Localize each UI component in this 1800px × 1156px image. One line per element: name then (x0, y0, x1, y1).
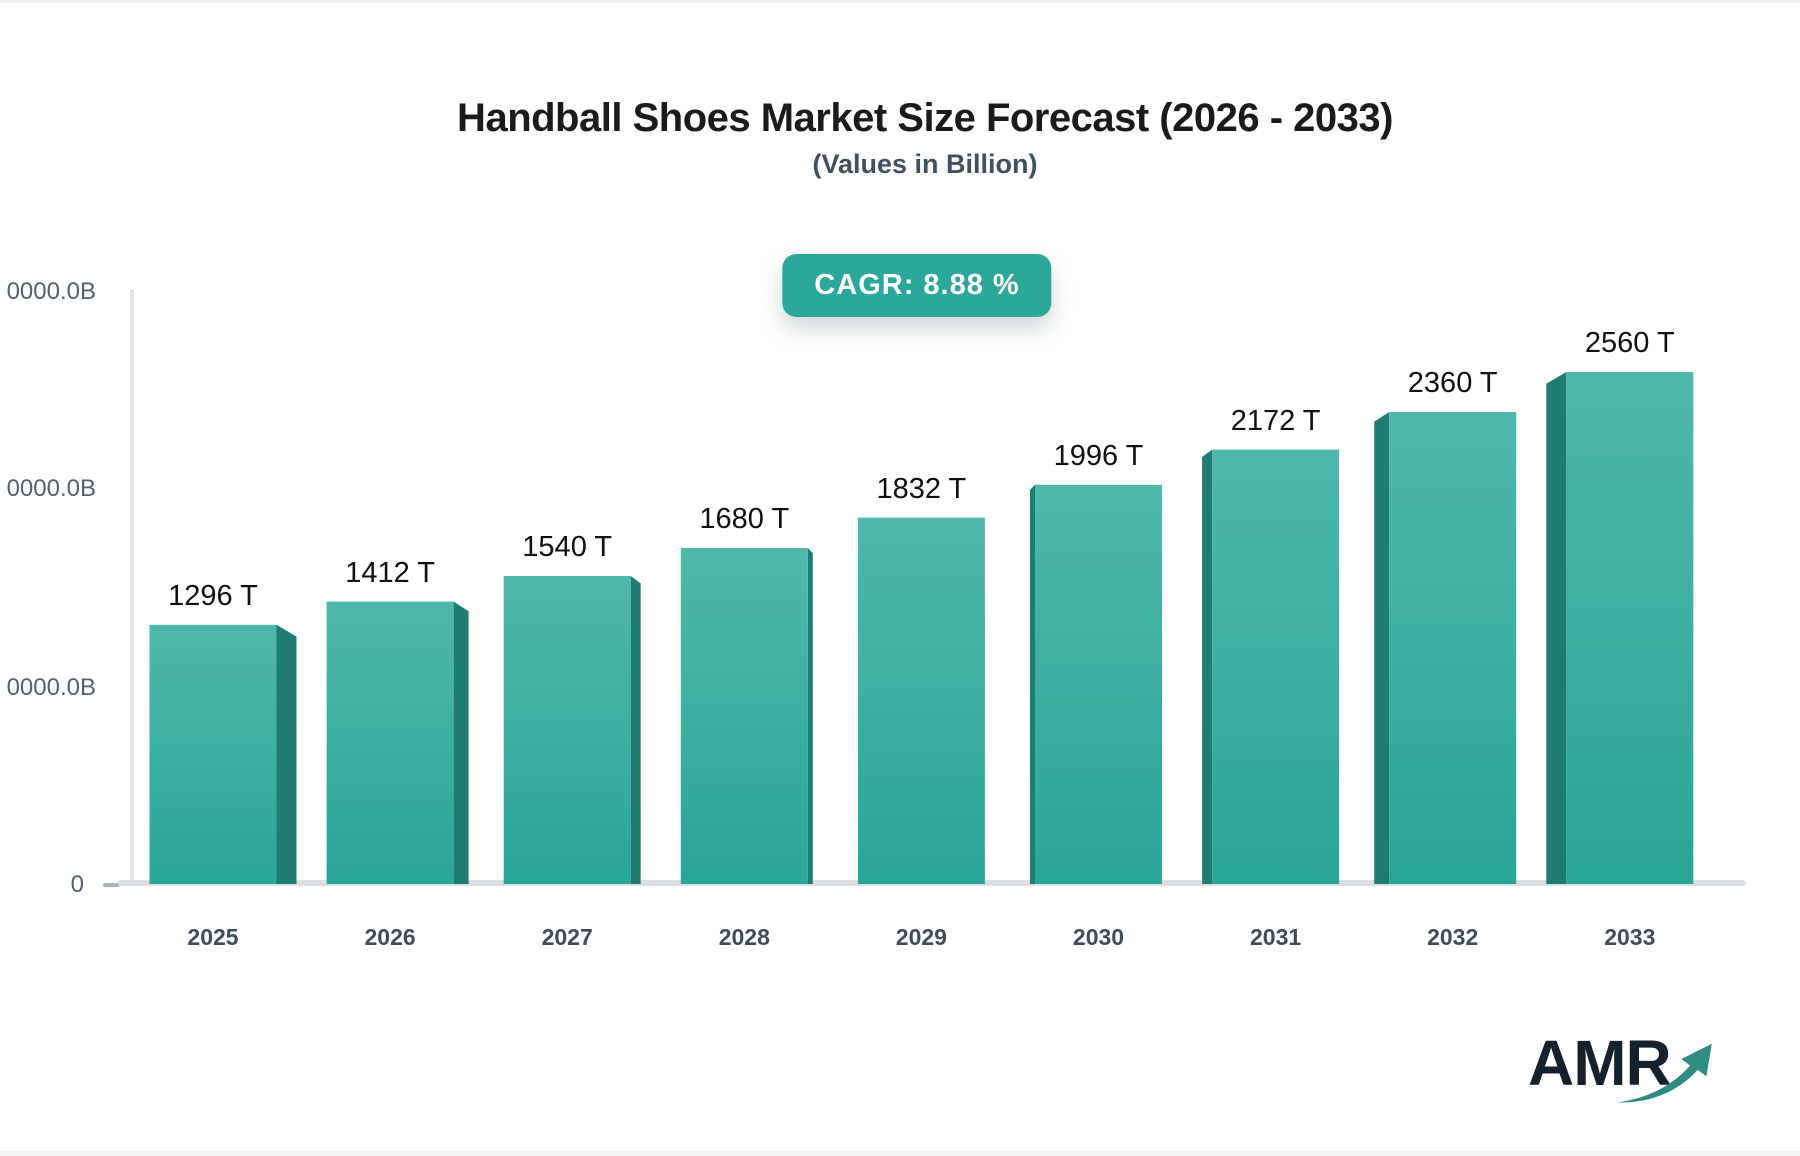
bar-value-label: 1412 T (345, 556, 435, 589)
y-tick-label: 0000.0B (6, 475, 96, 502)
y-tick-label-zero: 0 (70, 871, 84, 898)
bar-side-3d (1202, 449, 1213, 884)
amr-logo: AMR (1528, 1030, 1718, 1120)
x-axis-label: 2029 (895, 924, 947, 950)
bar-value-label: 2172 T (1230, 404, 1321, 437)
bar (1212, 449, 1340, 884)
page-bottom-border (0, 1151, 1800, 1156)
bar-value-label: 2360 T (1407, 367, 1498, 399)
bar-value-label: 1296 T (168, 579, 258, 612)
bar-side-3d (453, 601, 469, 884)
chart-title: Handball Shoes Market Size Forecast (202… (457, 96, 1393, 140)
cagr-badge: CAGR: 8.88 % (782, 254, 1052, 317)
bar (1566, 372, 1694, 884)
bar-side-3d (1030, 484, 1035, 884)
y-tick-label: 0000.0B (6, 278, 96, 305)
x-axis-label: 2030 (1072, 924, 1125, 950)
bar-value-label: 1680 T (699, 503, 790, 535)
x-axis-label: 2027 (541, 924, 593, 950)
bar (1035, 484, 1162, 884)
amr-logo-text: AMR (1528, 1027, 1672, 1099)
x-axis-label: 2026 (364, 924, 416, 950)
x-axis-label: 2032 (1427, 924, 1479, 950)
bar (149, 624, 277, 884)
x-axis-label: 2031 (1250, 924, 1302, 950)
x-axis-label: 2025 (187, 924, 239, 950)
page-top-border (0, 0, 1800, 3)
bar-value-label: 2560 T (1584, 327, 1675, 359)
bar (857, 517, 985, 884)
chart-subtitle: (Values in Billion) (812, 149, 1038, 179)
bar (503, 576, 631, 884)
y-axis-line (130, 289, 134, 886)
bar (326, 601, 454, 884)
bar-value-label: 1996 T (1053, 439, 1144, 472)
bar-side-3d (1546, 372, 1567, 884)
x-axis-label: 2033 (1604, 924, 1656, 950)
bar-side-3d (807, 548, 813, 884)
bar (680, 548, 808, 884)
x-axis-label: 2028 (718, 924, 770, 950)
bar-side-3d (1374, 412, 1390, 884)
bar-side-3d (276, 624, 297, 884)
growth-arrow-icon (1617, 1043, 1712, 1103)
bar (1389, 412, 1517, 884)
y-tick-label: 0000.0B (6, 674, 96, 701)
x-axis-labels-layer: 2025 2026 2027 2028 2029 2030 2031 2032 2033 (0, 922, 1800, 958)
zero-tick-dash (103, 883, 120, 887)
bar-value-label: 1540 T (522, 531, 613, 563)
bar-value-label: 1832 T (876, 472, 967, 505)
bar-side-3d (630, 576, 641, 884)
